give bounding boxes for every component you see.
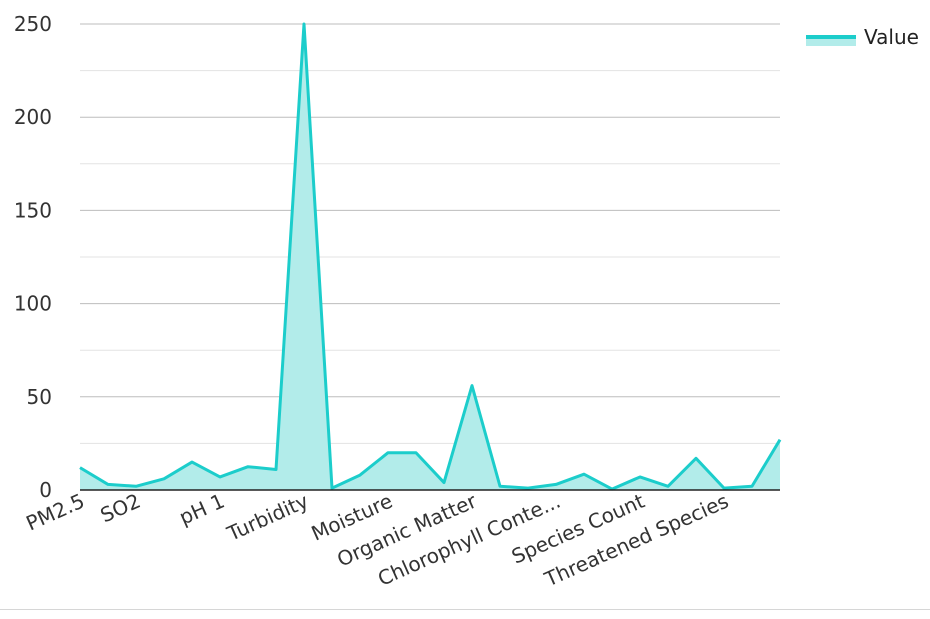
y-tick-label: 250 xyxy=(14,12,52,36)
x-tick-label: Turbidity xyxy=(223,489,313,546)
legend-label: Value xyxy=(864,25,919,49)
x-tick-label: PM2.5 xyxy=(22,489,88,536)
y-tick-label: 0 xyxy=(39,478,52,502)
y-tick-label: 200 xyxy=(14,105,52,129)
bottom-divider xyxy=(0,609,930,610)
x-tick-label: SO2 xyxy=(97,489,144,528)
y-axis-ticks: 0 50 100 150 200 250 xyxy=(14,12,52,502)
x-tick-label: pH 1 xyxy=(175,489,228,530)
y-tick-label: 50 xyxy=(27,385,52,409)
grid-layer xyxy=(80,23,780,444)
y-tick-label: 150 xyxy=(14,198,52,222)
y-tick-label: 100 xyxy=(14,292,52,316)
legend-swatch-fill xyxy=(806,36,856,46)
area-layer xyxy=(79,22,782,491)
series-line xyxy=(79,22,782,491)
legend[interactable]: Value xyxy=(806,25,919,49)
